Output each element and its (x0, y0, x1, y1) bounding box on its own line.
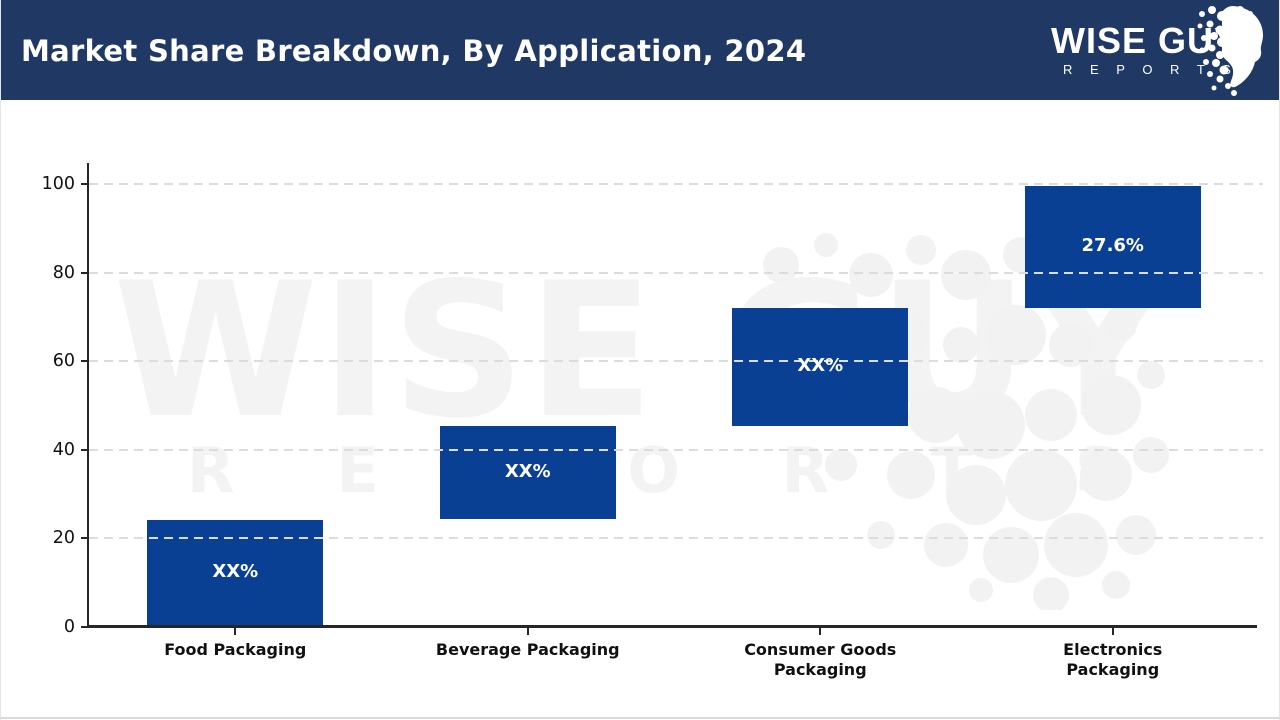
x-category-label-line: Food Packaging (164, 640, 307, 659)
y-gridline (89, 183, 1263, 185)
y-gridline (89, 360, 1263, 362)
y-tick-label: 60 (52, 351, 75, 371)
bottom-divider (1, 717, 1279, 719)
x-category-label-line: Packaging (773, 660, 867, 679)
bar-value-label: 27.6% (1081, 234, 1144, 256)
x-category-label-line: Beverage Packaging (435, 640, 620, 659)
y-axis-line (87, 163, 89, 628)
logo-subtitle: R E P O R T S (1063, 62, 1238, 77)
x-tick (1111, 628, 1114, 635)
x-category-label: Food Packaging (85, 640, 385, 660)
x-category-label: Electronics Packaging (963, 640, 1263, 680)
dotted-face-icon (1197, 6, 1263, 96)
y-gridline (89, 271, 1263, 274)
x-category-label-line: Packaging (1066, 660, 1160, 679)
bar-value-label: XX% (797, 354, 844, 376)
y-tick (81, 183, 88, 185)
bar (732, 307, 909, 427)
x-category-label-line: Electronics (1063, 640, 1163, 659)
y-tick-label: 100 (41, 174, 75, 194)
x-category-label: Consumer Goods Packaging (670, 640, 970, 680)
bar (439, 426, 616, 519)
y-tick-label: 80 (52, 262, 75, 283)
x-axis-line (88, 625, 1257, 628)
x-tick (526, 628, 529, 635)
y-tick-label: 20 (52, 528, 75, 548)
x-category-label-line: Consumer Goods (744, 640, 897, 659)
y-tick (81, 360, 88, 362)
y-tick-label: 40 (52, 439, 75, 460)
wise-guy-reports-logo: WISE GUY R E P O R T S (1019, 0, 1269, 100)
x-tick (819, 628, 822, 635)
y-tick-label: 0 (63, 616, 75, 637)
bar (1024, 185, 1201, 308)
y-gridline (89, 448, 1263, 451)
x-category-label: Beverage Packaging (378, 640, 678, 660)
page-title: Market Share Breakdown, By Application, … (21, 34, 807, 68)
header-bar: Market Share Breakdown, By Application, … (1, 0, 1279, 100)
bar-value-label: XX% (504, 460, 551, 482)
y-tick (81, 448, 88, 451)
y-tick (81, 271, 88, 274)
x-tick (234, 628, 237, 635)
y-tick (81, 537, 88, 539)
bar-value-label: XX% (212, 561, 259, 583)
y-gridline (89, 537, 1263, 539)
y-tick (81, 625, 88, 628)
logo-wordmark: WISE GUY (1051, 20, 1240, 61)
